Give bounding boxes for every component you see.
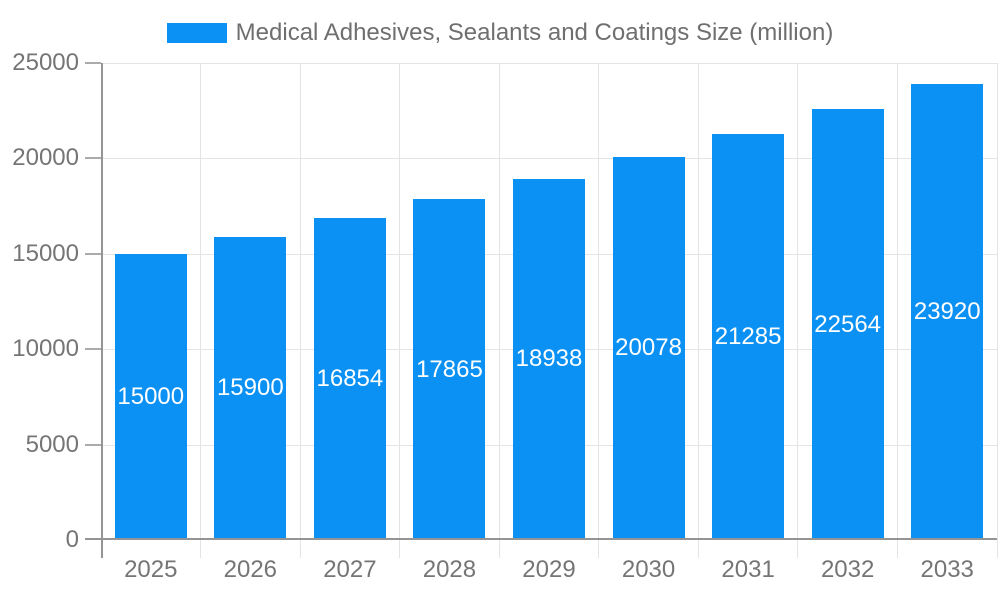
bar-2031[interactable]: 21285 xyxy=(712,133,785,540)
vertical-gridline xyxy=(200,63,202,558)
plot-area: 15000 15900 16854 17865 18938 20078 21285 22564… xyxy=(101,63,998,558)
y-axis-tick xyxy=(85,62,101,64)
bar-value-label: 23920 xyxy=(913,297,981,325)
y-axis-line xyxy=(101,63,103,558)
y-axis-tick xyxy=(85,252,101,255)
bar-value-label: 20078 xyxy=(615,334,682,362)
y-axis-tick xyxy=(85,348,101,351)
horizontal-gridline xyxy=(101,63,997,64)
bar-value-label: 21285 xyxy=(714,322,782,350)
x-axis-tick-label: 2031 xyxy=(721,556,775,583)
x-axis-line xyxy=(85,538,997,540)
legend-swatch-icon xyxy=(166,23,227,43)
legend[interactable]: Medical Adhesives, Sealants and Coatings… xyxy=(0,19,1000,47)
x-axis-tick-label: 2033 xyxy=(920,556,974,583)
bar-value-label: 16854 xyxy=(316,365,384,393)
x-axis-tick-label: 2029 xyxy=(522,556,576,583)
bar-value-label: 17865 xyxy=(416,355,483,383)
y-axis-tick-label: 25000 xyxy=(12,49,79,76)
bar-2030[interactable]: 20078 xyxy=(612,156,685,540)
x-axis-tick-label: 2025 xyxy=(124,556,178,583)
vertical-gridline xyxy=(797,63,799,558)
bar-value-label: 22564 xyxy=(814,310,882,338)
bar-value-label: 18938 xyxy=(515,345,583,373)
y-axis-tick-label: 20000 xyxy=(12,144,79,172)
horizontal-gridline xyxy=(101,158,997,160)
bar-value-label: 15900 xyxy=(216,374,284,402)
bar-2028[interactable]: 17865 xyxy=(413,199,486,540)
vertical-gridline xyxy=(598,63,600,558)
bar-2029[interactable]: 18938 xyxy=(513,178,585,540)
x-axis-tick-label: 2032 xyxy=(820,556,875,583)
y-axis-tick-label: 15000 xyxy=(12,239,79,267)
bar-2032[interactable]: 22564 xyxy=(811,109,884,540)
y-axis-tick-label: 5000 xyxy=(25,430,79,458)
vertical-gridline xyxy=(399,63,401,558)
y-axis-tick xyxy=(85,157,101,160)
y-axis-tick-label: 10000 xyxy=(12,335,79,363)
y-axis-tick xyxy=(85,443,101,446)
x-axis-tick-label: 2027 xyxy=(323,556,377,583)
x-axis-tick-label: 2028 xyxy=(422,556,477,583)
legend-label: Medical Adhesives, Sealants and Coatings… xyxy=(235,19,834,46)
x-axis-tick-label: 2026 xyxy=(223,556,278,583)
bar-2033[interactable]: 23920 xyxy=(911,83,984,540)
vertical-gridline xyxy=(697,63,699,558)
bar-2027[interactable]: 16854 xyxy=(313,218,386,540)
x-axis-tick-label: 2030 xyxy=(621,556,676,583)
bar-2025[interactable]: 15000 xyxy=(114,253,187,540)
vertical-gridline xyxy=(996,63,998,558)
bar-2026[interactable]: 15900 xyxy=(214,236,287,540)
vertical-gridline xyxy=(498,63,500,558)
vertical-gridline xyxy=(299,63,301,558)
vertical-gridline xyxy=(896,63,898,558)
y-axis-tick-label: 0 xyxy=(65,526,79,553)
bar-value-label: 15000 xyxy=(117,382,185,410)
